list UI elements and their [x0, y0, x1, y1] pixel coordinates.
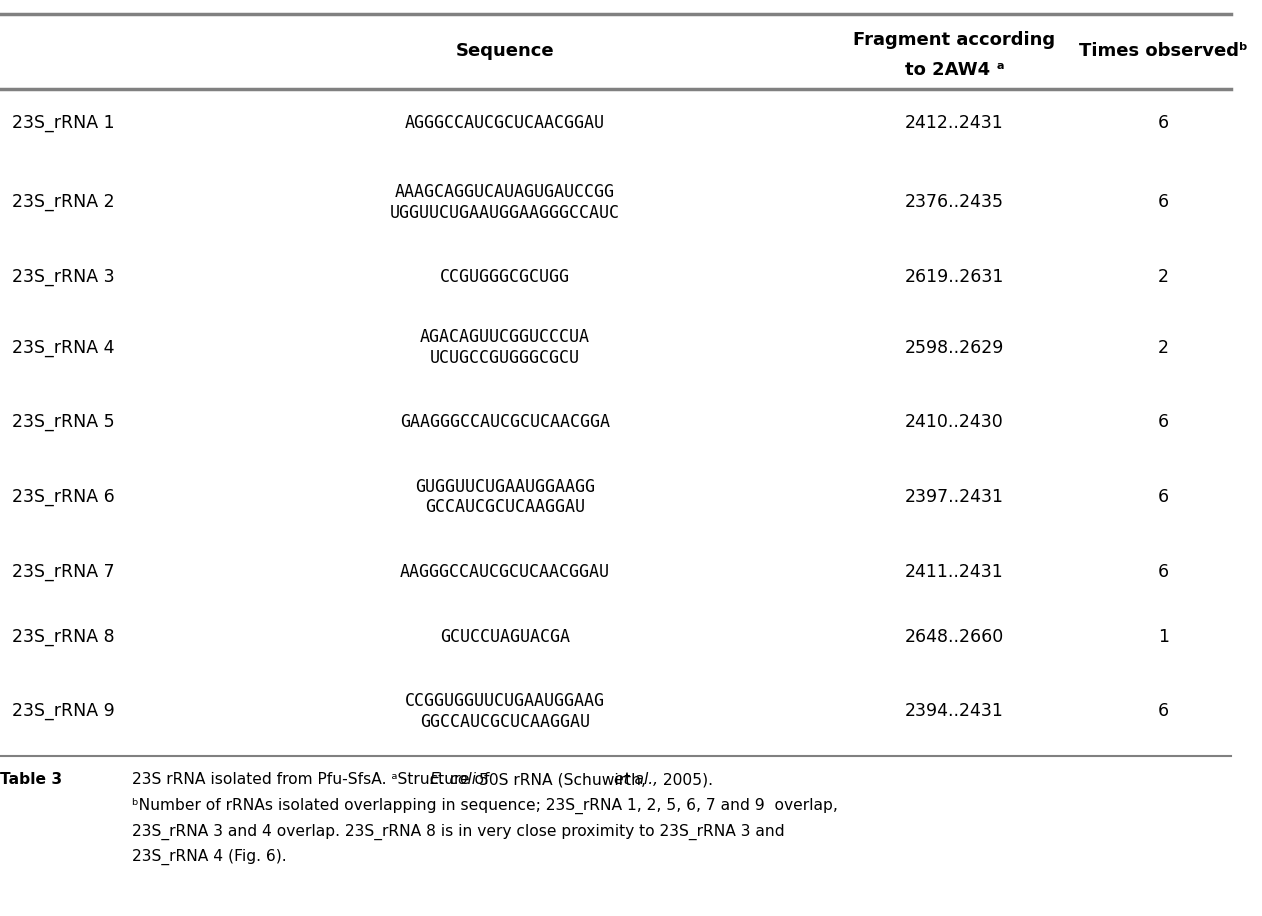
Text: 23S_rRNA 4 (Fig. 6).: 23S_rRNA 4 (Fig. 6). [131, 849, 286, 866]
Text: 2648..2660: 2648..2660 [905, 627, 1005, 646]
Text: 2: 2 [1159, 268, 1169, 286]
Text: GUGGUUCUGAAUGGAAGG
GCCAUCGCUCAAGGAU: GUGGUUCUGAAUGGAAGG GCCAUCGCUCAAGGAU [415, 477, 594, 517]
Text: CCGGUGGUUCUGAAUGGAAG
GGCCAUCGCUCAAGGAU: CCGGUGGUUCUGAAUGGAAG GGCCAUCGCUCAAGGAU [405, 692, 604, 731]
Text: Fragment according: Fragment according [853, 31, 1055, 49]
Text: 23S_rRNA 4: 23S_rRNA 4 [13, 339, 115, 356]
Text: AGACAGUUCGGUCCCUA
UCUGCCGUGGGCGCU: AGACAGUUCGGUCCCUA UCUGCCGUGGGCGCU [420, 328, 589, 367]
Text: to 2AW4 ᵃ: to 2AW4 ᵃ [905, 60, 1005, 79]
Text: 6: 6 [1159, 193, 1170, 212]
Text: 50S rRNA (Schuwirth,: 50S rRNA (Schuwirth, [475, 772, 651, 787]
Text: 2410..2430: 2410..2430 [905, 413, 1003, 431]
Text: 2598..2629: 2598..2629 [905, 339, 1005, 356]
Text: AGGGCCAUCGCUCAACGGAU: AGGGCCAUCGCUCAACGGAU [405, 114, 604, 133]
Text: CCGUGGGCGCUGG: CCGUGGGCGCUGG [440, 268, 570, 286]
Text: AAAGCAGGUCAUAGUGAUCCGG
UGGUUCUGAAUGGAAGGGCCAUC: AAAGCAGGUCAUAGUGAUCCGG UGGUUCUGAAUGGAAGG… [390, 183, 620, 222]
Text: 23S_rRNA 7: 23S_rRNA 7 [13, 562, 115, 581]
Text: 2397..2431: 2397..2431 [905, 488, 1003, 506]
Text: 23S_rRNA 3: 23S_rRNA 3 [13, 268, 115, 286]
Text: Table 3: Table 3 [0, 772, 62, 787]
Text: 23S_rRNA 9: 23S_rRNA 9 [13, 703, 115, 720]
Text: 2394..2431: 2394..2431 [905, 703, 1003, 720]
Text: 6: 6 [1159, 413, 1170, 431]
Text: 1: 1 [1159, 627, 1169, 646]
Text: 2376..2435: 2376..2435 [905, 193, 1003, 212]
Text: 23S rRNA isolated from Pfu-SfsA. ᵃStructure of: 23S rRNA isolated from Pfu-SfsA. ᵃStruct… [131, 772, 495, 787]
Text: Sequence: Sequence [456, 42, 554, 60]
Text: 23S_rRNA 2: 23S_rRNA 2 [13, 193, 115, 212]
Text: ᵇNumber of rRNAs isolated overlapping in sequence; 23S_rRNA 1, 2, 5, 6, 7 and 9 : ᵇNumber of rRNAs isolated overlapping in… [131, 798, 838, 814]
Text: GCUCCUAGUACGA: GCUCCUAGUACGA [440, 627, 570, 646]
Text: 2412..2431: 2412..2431 [905, 114, 1003, 133]
Text: 2005).: 2005). [658, 772, 713, 787]
Text: 2: 2 [1159, 339, 1169, 356]
Text: 6: 6 [1159, 488, 1170, 506]
Text: AAGGGCCAUCGCUCAACGGAU: AAGGGCCAUCGCUCAACGGAU [400, 562, 610, 581]
Text: GAAGGGCCAUCGCUCAACGGA: GAAGGGCCAUCGCUCAACGGA [400, 413, 610, 431]
Text: 23S_rRNA 6: 23S_rRNA 6 [13, 488, 115, 506]
Text: 6: 6 [1159, 114, 1170, 133]
Text: 6: 6 [1159, 703, 1170, 720]
Text: 2619..2631: 2619..2631 [905, 268, 1005, 286]
Text: 2411..2431: 2411..2431 [905, 562, 1003, 581]
Text: 23S_rRNA 1: 23S_rRNA 1 [13, 114, 115, 133]
Text: 6: 6 [1159, 562, 1170, 581]
Text: et al.,: et al., [613, 772, 658, 787]
Text: 23S_rRNA 8: 23S_rRNA 8 [13, 627, 115, 646]
Text: 23S_rRNA 3 and 4 overlap. 23S_rRNA 8 is in very close proximity to 23S_rRNA 3 an: 23S_rRNA 3 and 4 overlap. 23S_rRNA 8 is … [131, 823, 785, 840]
Text: 23S_rRNA 5: 23S_rRNA 5 [13, 413, 115, 431]
Text: Times observedᵇ: Times observedᵇ [1079, 42, 1248, 60]
Text: E. coli: E. coli [430, 772, 476, 787]
